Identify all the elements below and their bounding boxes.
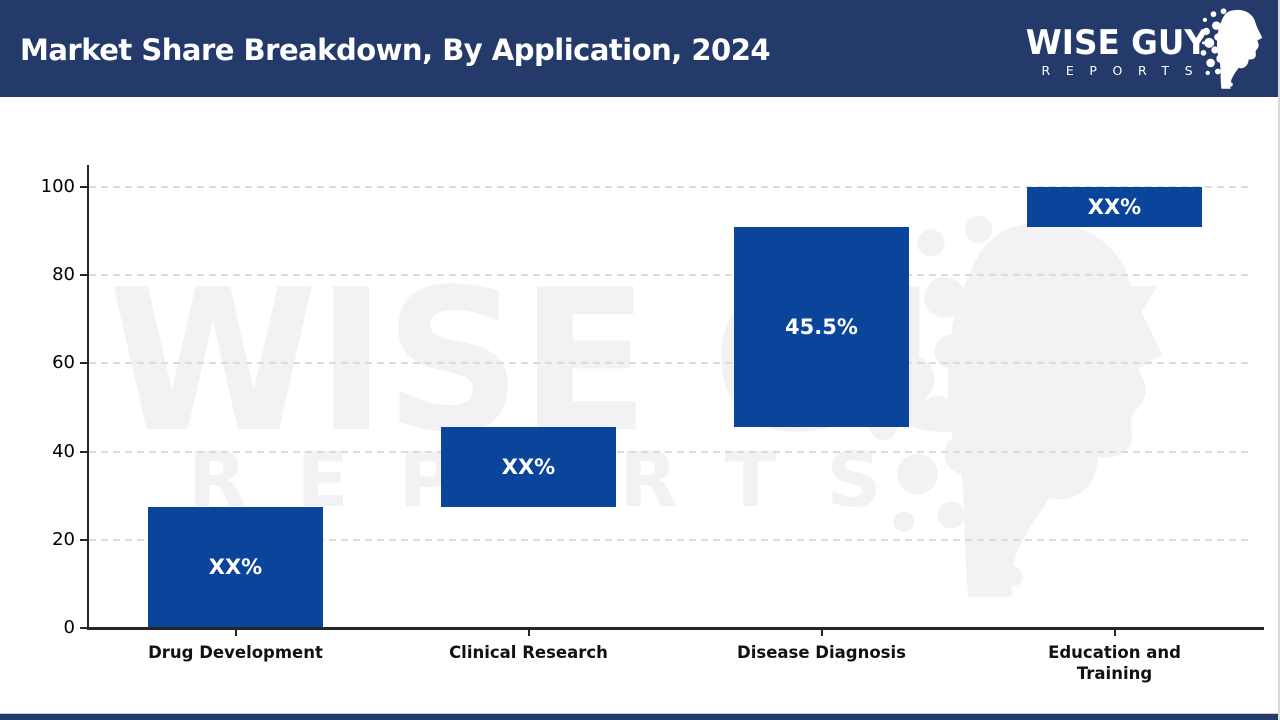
y-tick-mark-0 — [80, 627, 88, 629]
x-category-label: Clinical Research — [449, 643, 608, 662]
y-tick-mark-100 — [80, 186, 88, 188]
y-tick-mark-80 — [80, 274, 88, 277]
y-axis-line — [87, 165, 89, 629]
page-title: Market Share Breakdown, By Application, … — [20, 33, 771, 67]
bar-value-label: 45.5% — [785, 315, 858, 340]
bar-segment: XX% — [1026, 187, 1203, 227]
bar-segment: XX% — [440, 427, 617, 507]
x-tick-mark — [820, 628, 823, 636]
footer-strip — [0, 713, 1278, 720]
x-category-label: Disease Diagnosis — [737, 643, 906, 662]
brand-name: WISE GUY — [1025, 23, 1209, 64]
bar-segment: XX% — [147, 506, 324, 628]
x-tick-mark — [527, 628, 530, 636]
brand-logo: WISE GUY REPORTS — [1022, 4, 1272, 96]
gridline-40 — [89, 450, 1251, 453]
x-tick-mark — [234, 628, 237, 636]
bar-value-label: XX% — [208, 555, 263, 580]
plot-region: 0 20 40 60 80 100 XX% XX% 45.5% XX% Drug Developme… — [41, 177, 1261, 683]
y-tick-label: 0 — [63, 617, 75, 638]
brand-face-icon — [1200, 8, 1263, 89]
gridline-100 — [89, 186, 1251, 188]
x-category-label: Drug Development — [148, 643, 323, 662]
y-tick-label: 100 — [40, 176, 75, 197]
brand-text: WISE GUY REPORTS — [1022, 26, 1212, 77]
y-tick-label: 40 — [52, 440, 75, 462]
header-bar: Market Share Breakdown, By Application, … — [0, 0, 1278, 97]
x-tick-mark — [1113, 628, 1116, 636]
gridline-80 — [89, 274, 1251, 277]
brand-subtitle: REPORTS — [1041, 63, 1209, 79]
y-tick-mark-20 — [80, 538, 88, 541]
y-tick-label: 60 — [52, 352, 75, 374]
bar-value-label: XX% — [1087, 194, 1142, 219]
gridline-20 — [89, 538, 1251, 541]
y-tick-mark-40 — [80, 450, 88, 453]
gridline-60 — [89, 362, 1251, 365]
y-tick-mark-60 — [80, 362, 88, 365]
y-tick-label: 20 — [52, 528, 75, 550]
bar-value-label: XX% — [501, 455, 556, 480]
y-tick-label: 80 — [52, 264, 75, 286]
bar-segment: 45.5% — [733, 226, 910, 428]
x-category-label: Education and Training — [1048, 643, 1181, 683]
chart-area: WISE GUY REPORTS 020406080100XX%XX%45.5%… — [0, 97, 1278, 714]
x-axis-line — [87, 627, 1264, 630]
